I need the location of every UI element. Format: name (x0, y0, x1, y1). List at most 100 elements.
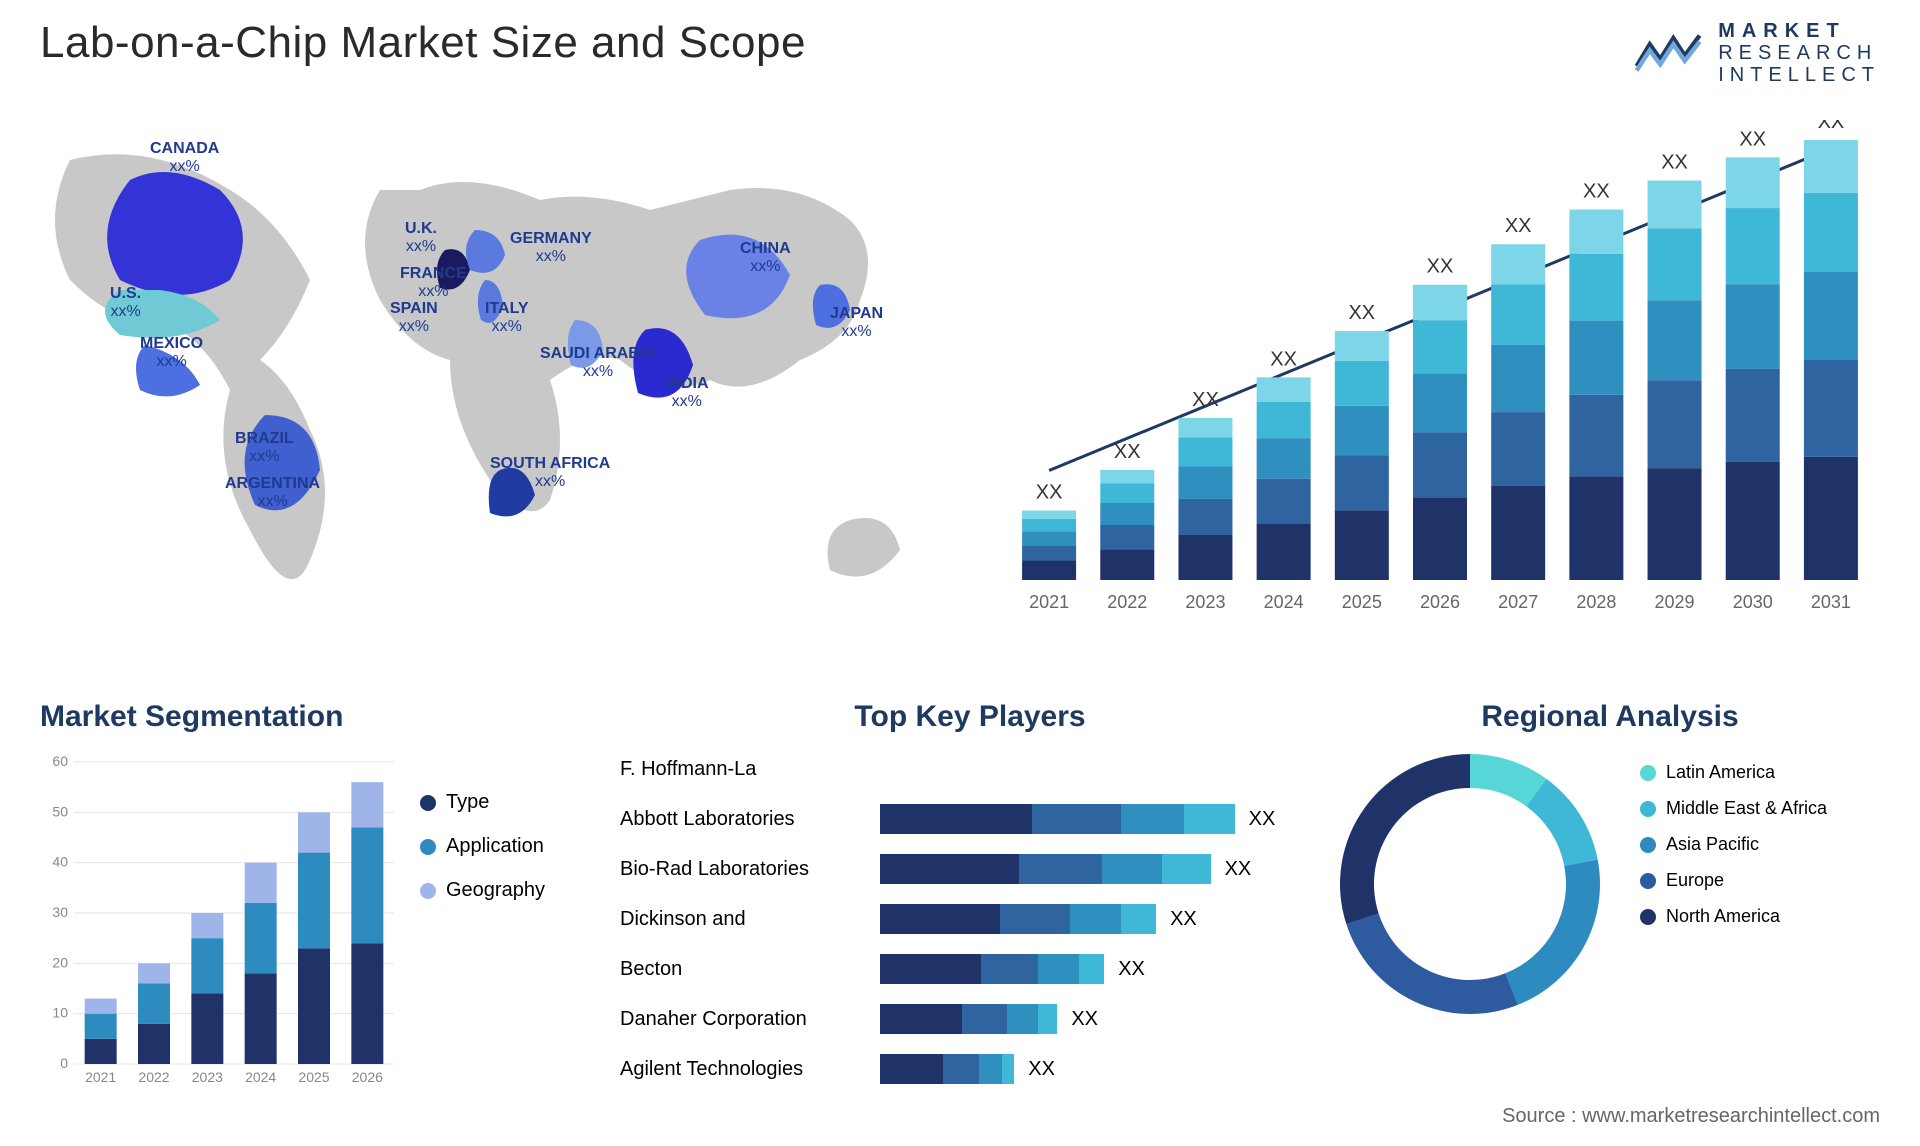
player-name: Danaher Corporation (620, 1008, 880, 1031)
svg-text:30: 30 (52, 904, 68, 920)
regional-legend-item: Asia Pacific (1640, 826, 1827, 862)
map-label-u-s-: U.S.xx% (110, 285, 141, 320)
player-bar (880, 904, 1156, 934)
source-attribution: Source : www.marketresearchintellect.com (1502, 1105, 1880, 1128)
svg-text:2023: 2023 (1185, 592, 1225, 612)
svg-text:XX: XX (1427, 256, 1454, 278)
svg-text:XX: XX (1036, 482, 1063, 504)
map-label-spain: SPAINxx% (390, 300, 438, 335)
map-label-mexico: MEXICOxx% (140, 335, 203, 370)
brand-logo: MARKET RESEARCH INTELLECT (1634, 20, 1880, 86)
market-size-bar-chart: XX2021XX2022XX2023XX2024XX2025XX2026XX20… (1000, 120, 1880, 660)
regional-legend-item: North America (1640, 898, 1827, 934)
regional-donut-chart (1340, 754, 1600, 1014)
map-label-south-africa: SOUTH AFRICAxx% (490, 455, 610, 490)
player-bar (880, 1004, 1057, 1034)
map-label-india: INDIAxx% (665, 375, 709, 410)
map-label-italy: ITALYxx% (485, 300, 529, 335)
svg-text:XX: XX (1739, 128, 1766, 150)
svg-text:0: 0 (60, 1055, 68, 1071)
regional-analysis-section: Regional Analysis Latin AmericaMiddle Ea… (1340, 700, 1880, 1014)
regional-legend-item: Middle East & Africa (1640, 790, 1827, 826)
svg-text:20: 20 (52, 954, 68, 970)
player-value: XX (1249, 808, 1276, 831)
svg-text:XX: XX (1192, 389, 1219, 411)
player-value: XX (1118, 958, 1145, 981)
player-name: Becton (620, 958, 880, 981)
player-bar (880, 954, 1104, 984)
map-label-argentina: ARGENTINAxx% (225, 475, 320, 510)
svg-text:50: 50 (52, 803, 68, 819)
svg-text:60: 60 (52, 753, 68, 769)
svg-text:2021: 2021 (85, 1069, 116, 1085)
top-players-chart: F. Hoffmann-LaAbbott LaboratoriesXXBio-R… (620, 744, 1320, 1094)
svg-text:10: 10 (52, 1005, 68, 1021)
segmentation-legend-item: Application (420, 824, 545, 868)
logo-text: MARKET RESEARCH INTELLECT (1718, 20, 1880, 86)
top-key-players-section: Top Key Players F. Hoffmann-La Abbott Lab… (620, 700, 1320, 1094)
svg-text:2029: 2029 (1655, 592, 1695, 612)
player-name: Abbott Laboratories (620, 808, 880, 831)
svg-text:2024: 2024 (245, 1069, 276, 1085)
regional-legend-item: Latin America (1640, 754, 1827, 790)
world-map: CANADAxx% U.S.xx% MEXICOxx% BRAZILxx% ARGENT… (30, 100, 930, 660)
player-bar (880, 804, 1235, 834)
svg-text:2031: 2031 (1811, 592, 1851, 612)
svg-text:2025: 2025 (298, 1069, 329, 1085)
segmentation-legend: TypeApplicationGeography (420, 780, 545, 912)
market-segmentation-section: Market Segmentation 0 10 20 30 40 50 60 2021 202… (40, 700, 600, 1097)
player-value: XX (1028, 1058, 1055, 1081)
player-row: F. Hoffmann-La (620, 744, 1320, 794)
player-name: Dickinson and (620, 908, 880, 931)
svg-text:2027: 2027 (1498, 592, 1538, 612)
svg-text:2028: 2028 (1576, 592, 1616, 612)
svg-text:XX: XX (1505, 215, 1532, 237)
map-label-france: FRANCExx% (400, 265, 467, 300)
svg-text:XX: XX (1583, 180, 1610, 202)
svg-text:2026: 2026 (1420, 592, 1460, 612)
regional-legend: Latin AmericaMiddle East & AfricaAsia Pa… (1640, 754, 1827, 934)
top-players-title: Top Key Players (620, 700, 1320, 734)
svg-text:XX: XX (1114, 441, 1141, 463)
regional-title: Regional Analysis (1340, 700, 1880, 734)
svg-text:XX: XX (1818, 120, 1845, 133)
map-label-canada: CANADAxx% (150, 140, 219, 175)
svg-text:2021: 2021 (1029, 592, 1069, 612)
svg-text:XX: XX (1348, 302, 1375, 324)
segmentation-title: Market Segmentation (40, 700, 600, 734)
svg-text:2026: 2026 (352, 1069, 383, 1085)
player-row: Danaher Corporation XX (620, 994, 1320, 1044)
logo-icon (1634, 28, 1704, 78)
svg-text:2024: 2024 (1264, 592, 1304, 612)
map-label-germany: GERMANYxx% (510, 230, 592, 265)
player-row: Bio-Rad Laboratories XX (620, 844, 1320, 894)
segmentation-legend-item: Geography (420, 868, 545, 912)
player-row: Abbott Laboratories XX (620, 794, 1320, 844)
segmentation-legend-item: Type (420, 780, 545, 824)
player-row: Agilent Technologies XX (620, 1044, 1320, 1094)
player-row: Becton XX (620, 944, 1320, 994)
svg-text:2025: 2025 (1342, 592, 1382, 612)
player-value: XX (1071, 1008, 1098, 1031)
map-label-china: CHINAxx% (740, 240, 791, 275)
svg-text:2030: 2030 (1733, 592, 1773, 612)
regional-legend-item: Europe (1640, 862, 1827, 898)
page-title: Lab-on-a-Chip Market Size and Scope (40, 18, 806, 68)
player-name: Bio-Rad Laboratories (620, 858, 880, 881)
player-value: XX (1170, 908, 1197, 931)
svg-text:40: 40 (52, 854, 68, 870)
player-bar (880, 1054, 1014, 1084)
map-label-japan: JAPANxx% (830, 305, 883, 340)
map-label-u-k-: U.K.xx% (405, 220, 437, 255)
map-label-saudi-arabia: SAUDI ARABIAxx% (540, 345, 656, 380)
player-value: XX (1225, 858, 1252, 881)
svg-text:XX: XX (1661, 152, 1688, 174)
svg-text:XX: XX (1270, 348, 1297, 370)
svg-text:2023: 2023 (192, 1069, 223, 1085)
player-name: Agilent Technologies (620, 1058, 880, 1081)
svg-text:2022: 2022 (138, 1069, 169, 1085)
player-name: F. Hoffmann-La (620, 758, 880, 781)
player-bar (880, 854, 1211, 884)
player-row: Dickinson and XX (620, 894, 1320, 944)
map-label-brazil: BRAZILxx% (235, 430, 294, 465)
